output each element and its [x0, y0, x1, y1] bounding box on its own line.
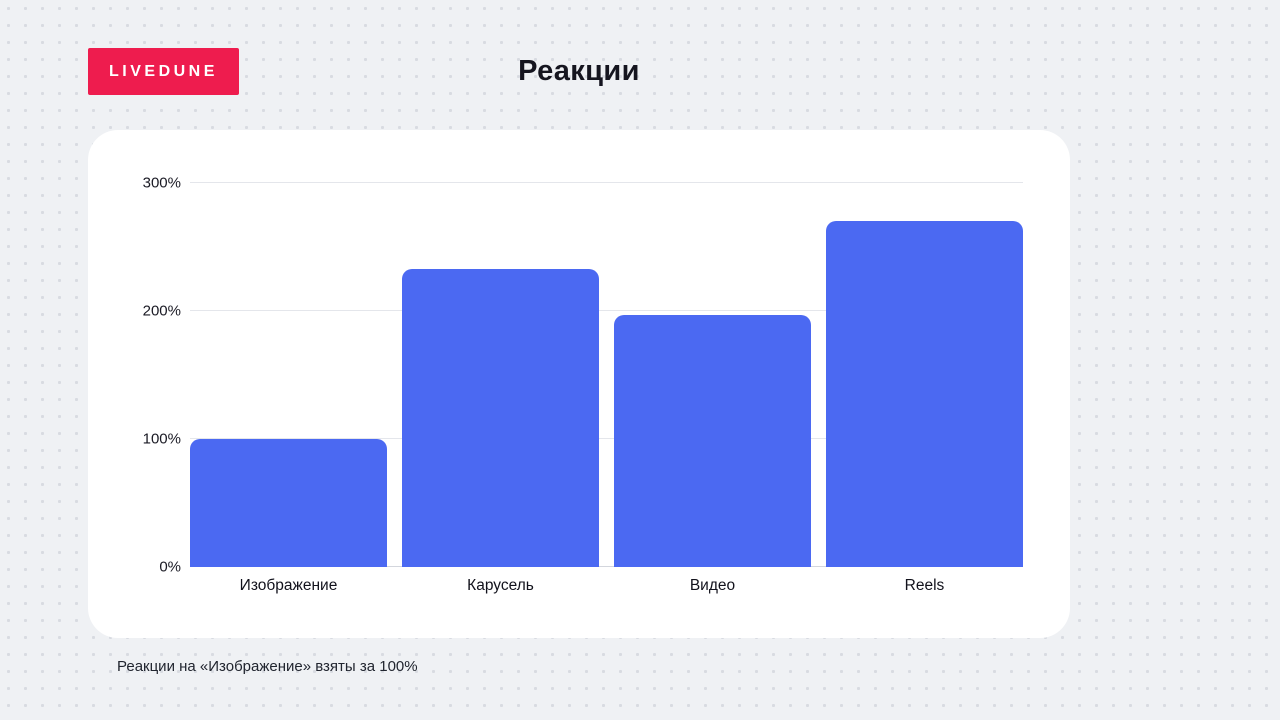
gridline: [190, 438, 1023, 439]
x-axis-labels: Изображение Карусель Видео Reels: [190, 577, 1023, 595]
y-tick-label: 100%: [142, 430, 181, 448]
x-axis-line: [190, 566, 1023, 567]
bar-slot: [614, 183, 811, 567]
bar-Видео: [614, 314, 811, 567]
bar-slot: [402, 183, 599, 567]
chart-card: 0% 100% 200% 300% Изображение Карусель Видео R…: [88, 130, 1070, 638]
x-tick-label: Reels: [904, 577, 945, 594]
x-tick-label: Видео: [689, 577, 736, 594]
logo-text: LIVEDUNE: [109, 62, 218, 80]
livedune-logo: LIVEDUNE: [88, 48, 239, 95]
gridline: [190, 310, 1023, 311]
y-tick-label: 200%: [142, 302, 181, 320]
x-tick-label: Изображение: [239, 577, 338, 594]
bar-Карусель: [402, 268, 599, 567]
bar-Изображение: [190, 439, 387, 567]
plot-area: 0% 100% 200% 300%: [143, 175, 1023, 576]
x-tick-label: Карусель: [467, 577, 534, 594]
y-tick-label: 0%: [159, 558, 181, 576]
bar-slot: [826, 183, 1023, 567]
chart-title: Реакции: [518, 55, 640, 87]
gridline: [190, 182, 1023, 183]
bar-slot: [190, 183, 387, 567]
bars-container: [190, 183, 1023, 567]
footnote: Реакции на «Изображение» взяты за 100%: [117, 658, 418, 675]
y-tick-label: 300%: [142, 174, 181, 192]
bar-Reels: [826, 221, 1023, 567]
